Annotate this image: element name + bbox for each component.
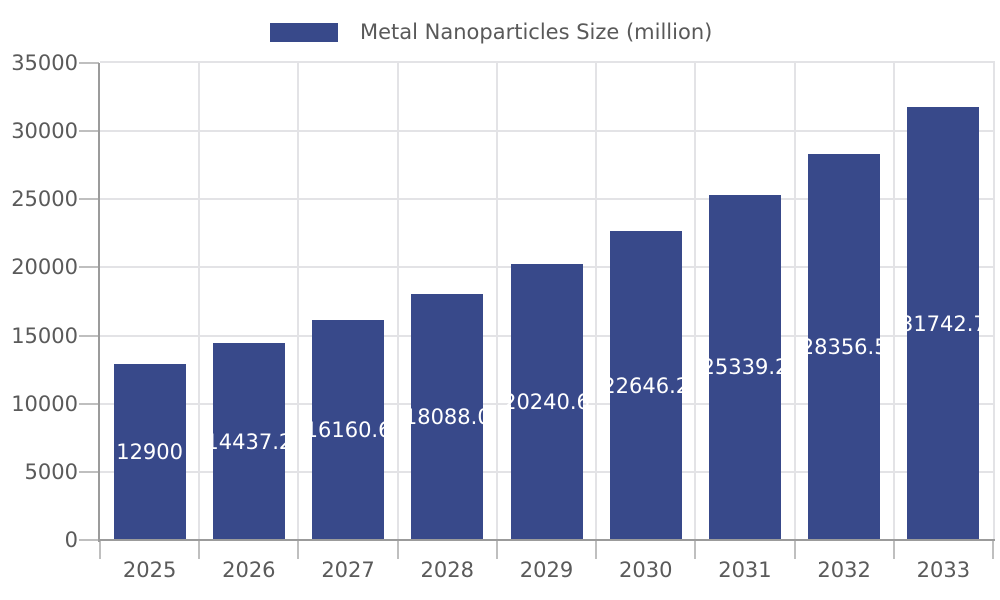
x-tick xyxy=(396,541,399,559)
y-tick-label: 10000 xyxy=(11,391,78,416)
gridline-v xyxy=(694,63,697,540)
bar-value-label: 18088.0 xyxy=(403,404,491,429)
bar-value-label: 20240.6 xyxy=(503,390,590,415)
bar xyxy=(708,194,781,540)
y-tick xyxy=(79,539,99,541)
gridline-v xyxy=(892,63,895,540)
x-tick xyxy=(793,541,796,559)
y-tick-label: 0 xyxy=(64,528,78,552)
gridline-v xyxy=(495,63,498,540)
y-tick xyxy=(79,198,99,201)
x-tick xyxy=(495,541,498,559)
bar xyxy=(609,231,682,540)
gridline-v xyxy=(198,63,201,540)
bar xyxy=(808,153,881,540)
legend-label: Metal Nanoparticles Size (million) xyxy=(360,20,713,44)
bar xyxy=(113,364,186,540)
x-tick-label: 2031 xyxy=(718,558,772,582)
x-tick-label: 2026 xyxy=(222,558,276,582)
bar-value-label: 31742.7 xyxy=(899,311,987,336)
bar-value-label: 25339.2 xyxy=(701,355,789,380)
bar-value-label: 12900 xyxy=(116,440,184,465)
x-tick-label: 2029 xyxy=(519,558,574,582)
x-tick xyxy=(892,541,895,559)
y-tick xyxy=(79,266,99,269)
gridline-v xyxy=(297,63,300,540)
x-tick xyxy=(992,541,994,559)
gridline-h xyxy=(100,198,993,201)
gridline-v xyxy=(595,63,598,540)
legend: Metal Nanoparticles Size (million) xyxy=(270,18,712,46)
y-axis-line xyxy=(98,63,100,542)
x-tick-label: 2033 xyxy=(916,558,971,582)
bar xyxy=(510,264,583,540)
x-tick-label: 2025 xyxy=(122,558,177,582)
x-tick xyxy=(99,541,101,559)
y-tick xyxy=(79,62,99,64)
y-tick-label: 5000 xyxy=(24,459,78,484)
x-tick xyxy=(198,541,201,559)
plot-area: 12900 14437.2 16160.6 18088.0 20240.6 22646.2… xyxy=(100,61,995,540)
x-axis-line xyxy=(98,539,995,541)
x-tick xyxy=(694,541,697,559)
x-tick-label: 2028 xyxy=(420,558,474,582)
gridline-v xyxy=(396,63,399,540)
y-tick-label: 15000 xyxy=(11,323,78,348)
x-tick xyxy=(595,541,598,559)
gridline-h xyxy=(100,130,993,133)
x-tick-label: 2030 xyxy=(618,558,673,582)
y-tick-label: 35000 xyxy=(11,51,78,75)
bar-value-label: 14437.2 xyxy=(205,429,293,454)
y-tick xyxy=(79,470,99,473)
bar-value-label: 22646.2 xyxy=(602,373,690,398)
y-tick xyxy=(79,402,99,405)
y-tick xyxy=(79,334,99,337)
x-tick-label: 2032 xyxy=(817,558,871,582)
y-tick xyxy=(79,130,99,133)
y-tick-label: 25000 xyxy=(11,187,78,212)
bar xyxy=(907,107,980,540)
x-tick-label: 2027 xyxy=(321,558,375,582)
bar xyxy=(212,343,285,540)
y-tick-label: 20000 xyxy=(11,255,78,280)
x-tick xyxy=(297,541,300,559)
gridline-v xyxy=(793,63,796,540)
bar-value-label: 16160.6 xyxy=(304,417,392,442)
bar-value-label: 28356.5 xyxy=(800,334,888,359)
bar xyxy=(411,293,484,540)
legend-swatch xyxy=(270,22,338,42)
bar xyxy=(312,319,385,540)
y-tick-label: 30000 xyxy=(11,119,78,144)
